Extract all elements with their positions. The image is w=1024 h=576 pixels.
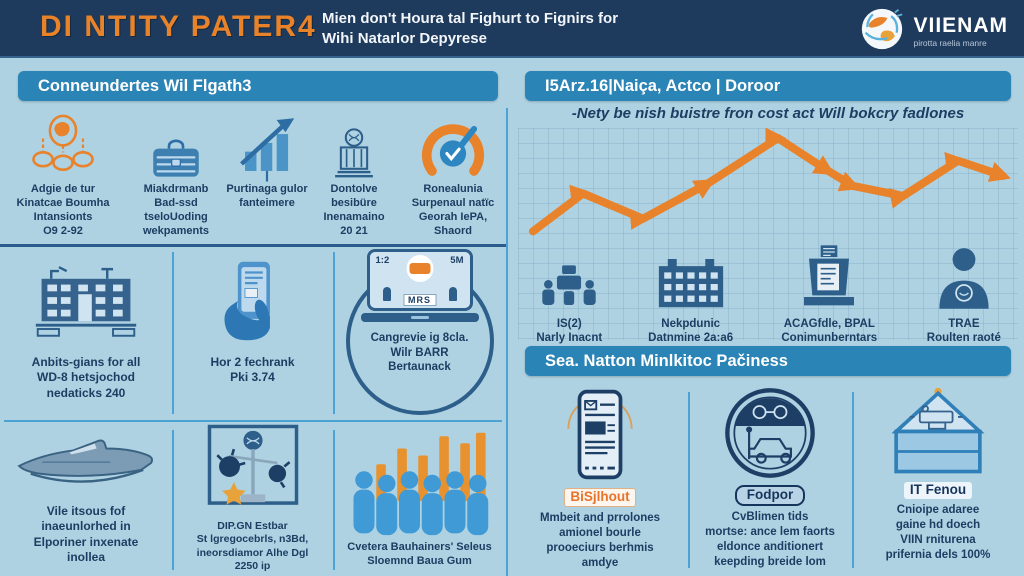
header-subtitle: Mien don't Houra tal Fighurt to Fignirs … xyxy=(322,10,619,48)
list-item: ACAGfdle, BPAL Conimunberntars xyxy=(755,244,904,346)
list-item: Ronealunia Surpenaul natïc Georah IePA, … xyxy=(400,106,506,244)
brand-logo: VIIENAM pirotta raelia manre xyxy=(860,7,1008,56)
item-label: Cvetera Bauhainers' Seleus Sloemnd Baua … xyxy=(347,541,492,568)
item-label: Adgie de tur Kinatcae Boumha Intansionts… xyxy=(16,183,110,238)
cell-divider xyxy=(333,252,335,414)
list-item: DIP.GN Estbar St lgregocebrls, n3Bd, ine… xyxy=(172,422,333,576)
laptop-icon: 1:2 5M MRS xyxy=(360,249,479,322)
list-item: 1:2 5M MRS Cangrevie ig 8cla. Wilr BARR … xyxy=(333,247,506,420)
right-bottom-row: BiSjlhout Mmbeit and prrolones amionel b… xyxy=(512,380,1024,576)
bank-icon xyxy=(331,106,377,182)
row-divider xyxy=(4,420,502,422)
gauge-check-icon xyxy=(418,106,488,182)
car-badge-icon xyxy=(723,386,817,485)
cell-divider xyxy=(172,430,174,570)
list-item: Miakdrmanb Bad-ssd tseloUoding wekpament… xyxy=(126,106,226,244)
item-label: Dontolve besibüre Inenamaino 20 21 xyxy=(323,183,385,238)
laptop-base xyxy=(360,313,479,322)
item-label: Nekpdunic Datnmine 2a:a6 xyxy=(648,317,734,345)
boat-icon xyxy=(11,430,161,500)
item-label: Anbits-gians for all WD-8 hetsjochod ned… xyxy=(31,355,141,400)
item-label: ACAGfdle, BPAL Conimunberntars xyxy=(781,317,878,345)
building-icon xyxy=(30,255,142,347)
left-top-row: Adgie de tur Kinatcae Boumha Intansionts… xyxy=(0,106,506,244)
list-item: IT Fenou Cnioipe adaree gaine hd doech V… xyxy=(852,380,1024,576)
brand-name: VIIENAM xyxy=(913,14,1008,38)
item-label: Ronealunia Surpenaul natïc Georah IePA, … xyxy=(411,183,495,238)
item-label: Cangrevie ig 8cla. Wilr BARR Bertaunack xyxy=(370,332,469,374)
list-item: Adgie de tur Kinatcae Boumha Intansionts… xyxy=(0,106,126,244)
item-text: Mmbeit and prrolones amionel bourle proo… xyxy=(539,511,661,569)
list-item: Vile itsous fof inaeunlorhed in Elporine… xyxy=(0,422,172,576)
smartphone-icon xyxy=(559,386,641,488)
scale-star-icon xyxy=(204,424,302,516)
status-badge: BiSjlhout xyxy=(564,488,636,507)
status-badge: IT Fenou xyxy=(903,482,973,499)
top-header-bar: DI NTITY PATER4 Mien don't Houra tal Fig… xyxy=(0,0,1024,58)
left-panel: Conneundertes Wil Flgath3 Adgie de tur K… xyxy=(0,58,506,576)
group-icon xyxy=(538,263,600,314)
brand-tagline: pirotta raelia manre xyxy=(913,37,987,48)
screen-stat-right: 5M xyxy=(450,255,464,266)
list-item: TRAE Roulten raoté xyxy=(904,247,1024,346)
people-bars-icon xyxy=(344,424,496,536)
item-label: IS(2) Narly Inacnt xyxy=(536,317,603,345)
bar-chart-arrow-icon xyxy=(238,106,296,182)
list-item: Purtinaga gulor fanteimere xyxy=(226,106,308,244)
item-text: CvBlimen tids mortse: ance lem faorts el… xyxy=(705,510,835,568)
left-section-header: Conneundertes Wil Flgath3 xyxy=(18,71,498,101)
trend-line-svg xyxy=(529,128,1011,236)
left-middle-row: Anbits-gians for all WD-8 hetsjochod ned… xyxy=(0,247,506,420)
right-subtitle: -Nety be nish buistre fron cost act Will… xyxy=(571,105,965,122)
list-item: Anbits-gians for all WD-8 hetsjochod ned… xyxy=(0,247,172,420)
right-section-header: I5Arz.16|Naiça, Actco | Doroor xyxy=(525,71,1011,101)
list-item: BiSjlhout Mmbeit and prrolones amionel b… xyxy=(512,380,688,576)
panel-divider xyxy=(506,108,508,576)
item-label: TRAE Roulten raoté xyxy=(926,317,1001,345)
left-bottom-row: Vile itsous fof inaeunlorhed in Elporine… xyxy=(0,422,506,576)
item-label: Vile itsous fof inaeunlorhed in Elporine… xyxy=(33,504,139,565)
list-item: Cvetera Bauhainers' Seleus Sloemnd Baua … xyxy=(333,422,506,576)
cell-divider xyxy=(688,392,690,568)
right-icon-row: IS(2) Narly Inacnt Nekpdunic xyxy=(512,244,1024,346)
row-divider xyxy=(0,244,506,247)
cell-divider xyxy=(852,392,854,568)
screen-globe-icon xyxy=(406,255,433,282)
pawn-figure-icon xyxy=(382,287,391,301)
item-label: DIP.GN Estbar St lgregocebrls, n3Bd, ine… xyxy=(196,520,309,573)
right-panel: I5Arz.16|Naiça, Actco | Doroor -Nety be … xyxy=(512,58,1024,576)
list-item: IS(2) Narly Inacnt xyxy=(512,254,627,346)
network-globe-icon xyxy=(30,106,96,182)
pawn-figure-icon xyxy=(448,287,457,301)
hand-phone-icon xyxy=(220,255,286,347)
globe-logo-icon xyxy=(860,7,904,56)
screen-badge: MRS xyxy=(403,294,436,306)
right-subsection-header: Sea. Natton Minlkitoc Pačiness xyxy=(525,346,1011,376)
item-label: Hor 2 fechrank Pki 3.74 xyxy=(210,355,295,385)
ballot-box-icon xyxy=(799,244,859,314)
list-item: Fodpor CvBlimen tids mortse: ance lem fa… xyxy=(688,380,852,576)
list-item: Nekpdunic Datnmine 2a:a6 xyxy=(627,254,755,346)
item-label: Miakdrmanb Bad-ssd tseloUoding wekpament… xyxy=(142,183,210,238)
item-text: Cnioipe adaree gaine hd doech VIIN rnitu… xyxy=(885,503,991,561)
laptop-screen: 1:2 5M MRS xyxy=(366,249,473,311)
page-title: DI NTITY PATER4 xyxy=(40,10,317,43)
list-item: Hor 2 fechrank Pki 3.74 xyxy=(172,247,333,420)
item-label: Purtinaga gulor fanteimere xyxy=(226,183,308,210)
status-badge: Fodpor xyxy=(734,485,806,506)
cell-divider xyxy=(172,252,174,414)
list-item: Dontolve besibüre Inenamaino 20 21 xyxy=(308,106,400,244)
person-icon xyxy=(935,247,993,314)
screen-stat-left: 1:2 xyxy=(375,255,390,266)
calendar-building-icon xyxy=(655,258,727,314)
envelope-icon xyxy=(887,386,989,482)
briefcase-icon xyxy=(148,106,204,182)
cell-divider xyxy=(333,430,335,570)
